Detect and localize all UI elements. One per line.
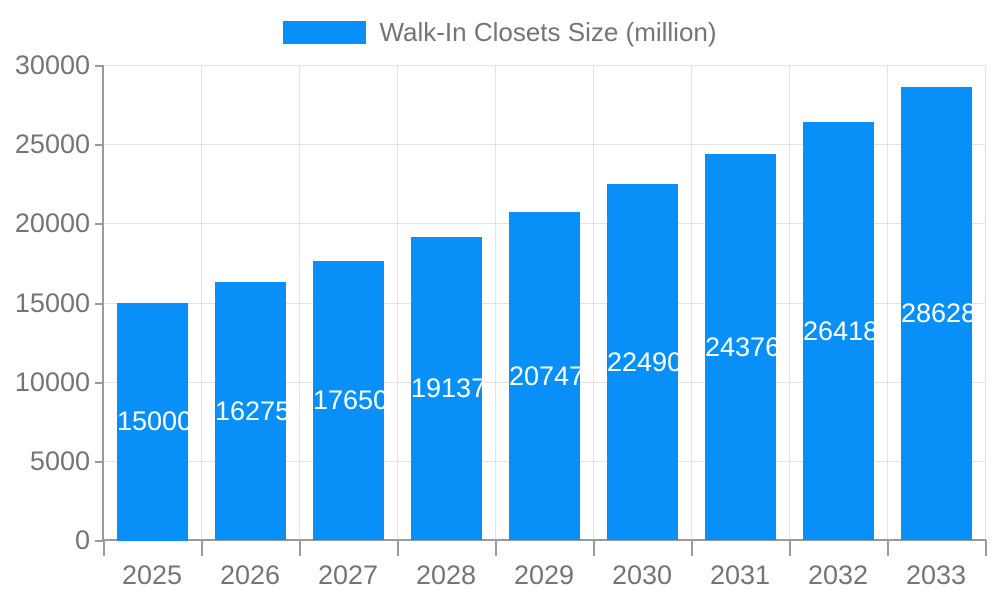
bar: [901, 87, 972, 540]
legend[interactable]: Walk-In Closets Size (million): [0, 17, 1000, 48]
y-axis-tick: [95, 223, 103, 225]
x-axis-tick: [495, 540, 497, 556]
y-axis-tick: [95, 540, 103, 542]
bar: [803, 122, 874, 540]
x-axis-tick: [397, 540, 399, 556]
x-axis-tick-label: 2033: [905, 560, 967, 590]
x-gridline: [397, 65, 398, 540]
bar: [117, 303, 188, 541]
y-axis-tick-label: 0: [74, 525, 90, 555]
legend-swatch: [283, 21, 367, 44]
x-gridline: [495, 65, 496, 540]
x-axis-tick: [985, 540, 987, 556]
y-axis-tick: [95, 461, 103, 463]
bar-value-label: 16275: [215, 396, 291, 426]
x-axis-tick-label: 2028: [415, 560, 477, 590]
x-axis-tick-label: 2031: [709, 560, 771, 590]
y-axis-tick-label: 10000: [14, 367, 90, 397]
y-axis-tick-label: 20000: [14, 208, 90, 238]
y-gridline: [103, 65, 985, 66]
x-axis-tick: [299, 540, 301, 556]
x-axis-tick: [201, 540, 203, 556]
x-axis-tick-label: 2025: [121, 560, 183, 590]
y-axis-tick-label: 5000: [29, 446, 90, 476]
y-axis-tick: [95, 382, 103, 384]
bar-value-label: 20747: [509, 361, 585, 391]
x-axis-tick: [103, 540, 105, 556]
x-axis-tick-label: 2029: [513, 560, 575, 590]
x-axis-tick-label: 2027: [317, 560, 379, 590]
bar-value-label: 19137: [411, 373, 487, 403]
x-axis-tick: [691, 540, 693, 556]
x-axis-tick-label: 2032: [807, 560, 869, 590]
bar-value-label: 28628: [901, 298, 977, 328]
y-axis-tick: [95, 144, 103, 146]
x-axis-line: [102, 539, 986, 541]
y-axis-tick-label: 25000: [14, 129, 90, 159]
x-gridline: [985, 65, 986, 540]
bar: [607, 184, 678, 540]
y-gridline: [103, 144, 985, 145]
bar: [215, 282, 286, 540]
x-gridline: [887, 65, 888, 540]
x-gridline: [593, 65, 594, 540]
bar-value-label: 15000: [117, 406, 193, 436]
bar: [509, 212, 580, 540]
bar-value-label: 24376: [705, 332, 781, 362]
x-axis-tick: [593, 540, 595, 556]
bar-value-label: 22490: [607, 347, 683, 377]
y-axis-tick: [95, 65, 103, 67]
x-axis-tick: [789, 540, 791, 556]
x-axis-tick: [887, 540, 889, 556]
y-axis-tick-label: 15000: [14, 288, 90, 318]
y-axis-tick: [95, 303, 103, 305]
y-axis-line: [102, 65, 104, 540]
bar: [705, 154, 776, 540]
legend-label: Walk-In Closets Size (million): [379, 17, 717, 47]
x-axis-tick-label: 2026: [219, 560, 281, 590]
x-axis-tick-label: 2030: [611, 560, 673, 590]
bar: [411, 237, 482, 540]
x-gridline: [201, 65, 202, 540]
bar-value-label: 26418: [803, 316, 879, 346]
x-gridline: [691, 65, 692, 540]
x-gridline: [299, 65, 300, 540]
y-axis-tick-label: 30000: [14, 50, 90, 80]
x-gridline: [789, 65, 790, 540]
bar: [313, 261, 384, 540]
bar-value-label: 17650: [313, 385, 389, 415]
